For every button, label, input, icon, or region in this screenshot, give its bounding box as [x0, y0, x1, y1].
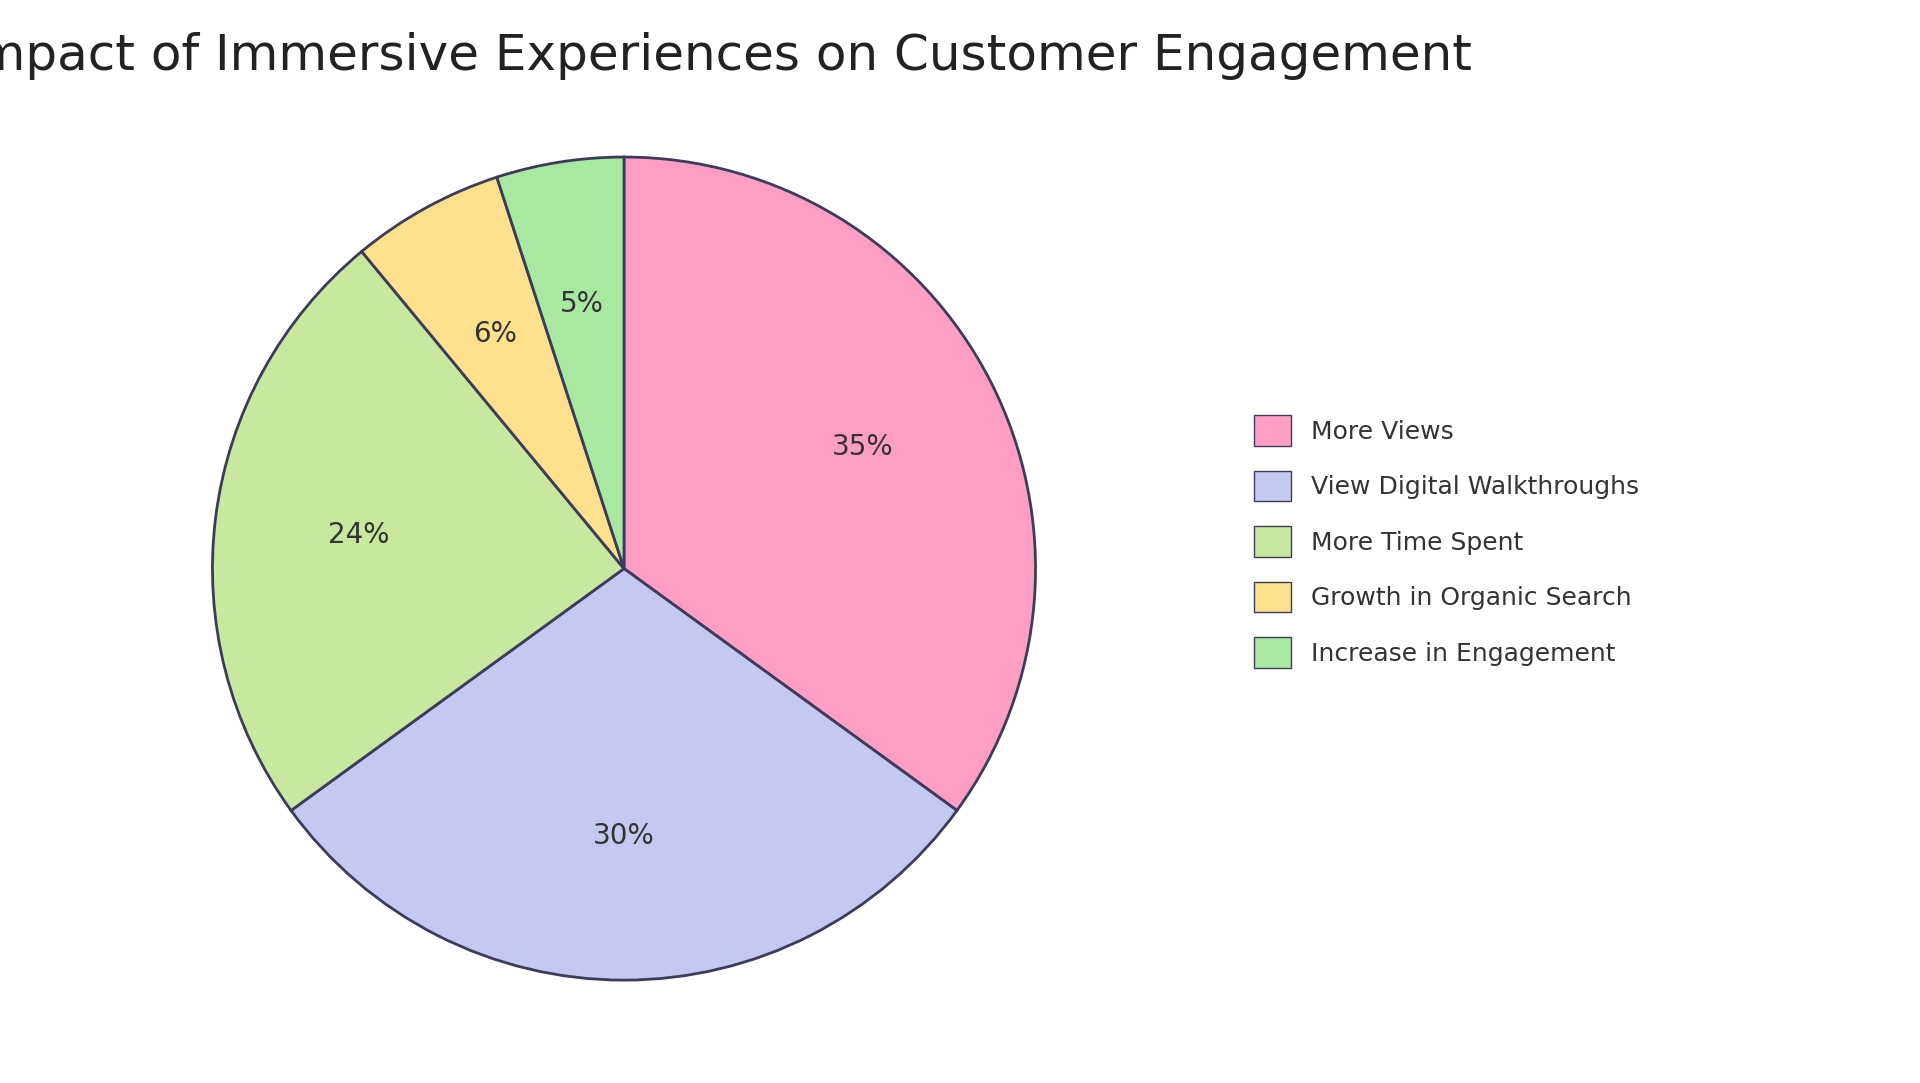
- Text: 35%: 35%: [831, 433, 893, 461]
- Text: 24%: 24%: [328, 521, 390, 549]
- Text: Impact of Immersive Experiences on Customer Engagement: Impact of Immersive Experiences on Custo…: [0, 32, 1471, 80]
- Text: 30%: 30%: [593, 822, 655, 850]
- Text: 5%: 5%: [561, 290, 605, 318]
- Legend: More Views, View Digital Walkthroughs, More Time Spent, Growth in Organic Search: More Views, View Digital Walkthroughs, M…: [1242, 403, 1651, 680]
- Text: 6%: 6%: [472, 321, 516, 348]
- Wedge shape: [213, 251, 624, 810]
- Wedge shape: [361, 178, 624, 569]
- Wedge shape: [292, 569, 956, 980]
- Wedge shape: [624, 157, 1035, 810]
- Wedge shape: [497, 157, 624, 569]
